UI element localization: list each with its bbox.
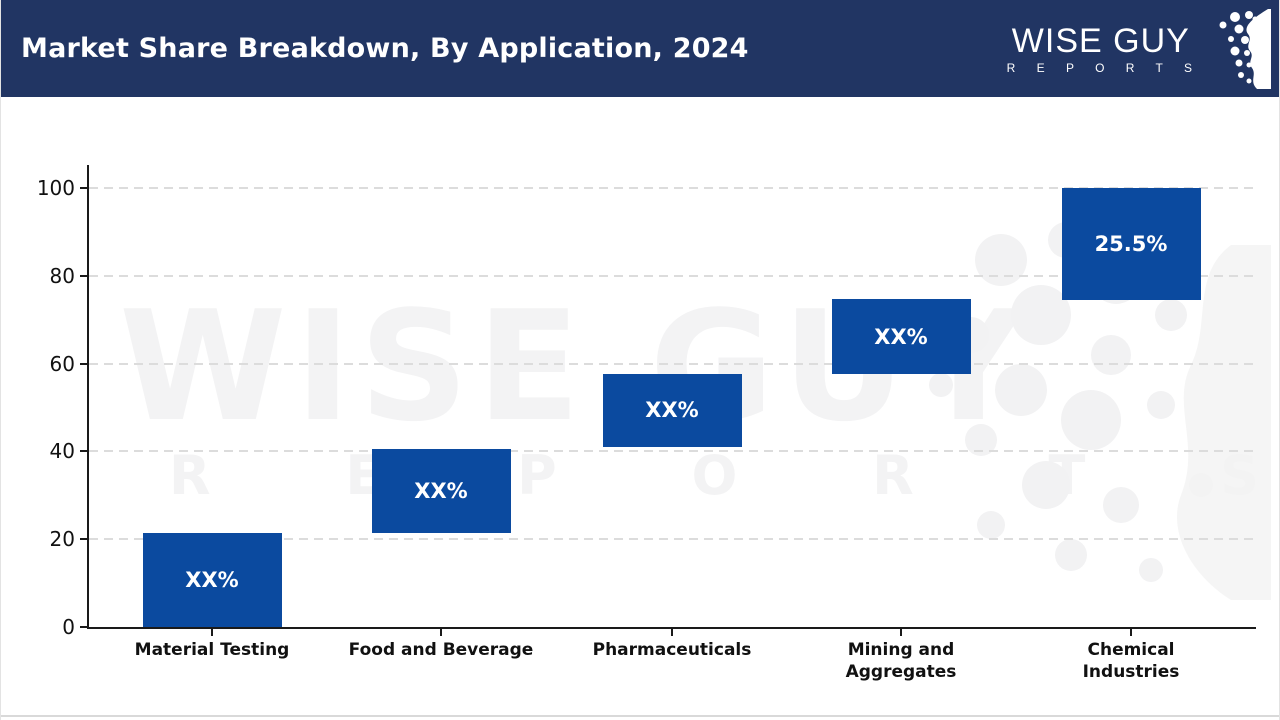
brand-name: WISE GUY [1011,21,1190,60]
gridline-80 [89,274,1256,277]
bar-material-testing: XX% [142,532,282,627]
x-tick-1 [440,627,442,636]
face-profile-icon [1219,9,1271,89]
brand-logo: WISE GUY R E P O R T S [1001,8,1271,90]
gridline-100 [89,187,1256,189]
brand-logo-text: WISE GUY R E P O R T S [1001,23,1201,76]
y-tick-100 [80,187,89,189]
y-tick-label-100: 100 [36,176,75,200]
y-tick-label-80: 80 [49,263,75,288]
header-band: Market Share Breakdown, By Application, … [1,0,1279,97]
bar-value-label: XX% [874,324,928,349]
y-axis-line [87,165,89,629]
x-tick-4 [1130,627,1132,636]
bar-value-label: 25.5% [1094,231,1168,256]
bar-chemical-industries: 25.5% [1061,188,1201,300]
bottom-divider [1,715,1279,717]
bar-value-label: XX% [645,398,699,423]
y-tick-80 [80,274,89,277]
y-tick-label-60: 60 [49,351,75,376]
category-label-4: Chemical Industries [1082,640,1180,682]
x-tick-2 [671,627,673,636]
y-tick-label-0: 0 [62,615,75,639]
category-label-2: Pharmaceuticals [592,640,752,660]
page-title: Market Share Breakdown, By Application, … [21,33,749,64]
watermark-subtitle: R E P O R T S [169,444,1280,507]
y-tick-label-20: 20 [49,527,75,552]
gridline-20 [89,538,1256,541]
bar-food-and-beverage: XX% [371,449,511,534]
category-label-1: Food and Beverage [348,640,534,660]
gridline-40 [89,450,1256,453]
bar-pharmaceuticals: XX% [602,374,742,447]
y-tick-0 [80,626,89,628]
bar-value-label: XX% [185,567,239,592]
bar-mining-and-aggregates: XX% [831,299,971,375]
y-tick-label-40: 40 [49,439,75,464]
x-tick-0 [211,627,213,636]
y-tick-40 [80,450,89,453]
x-tick-3 [900,627,902,636]
category-label-0: Material Testing [134,640,290,660]
gridline-60 [89,362,1256,365]
bar-value-label: XX% [414,479,468,504]
brand-subtitle: R E P O R T S [1006,60,1201,75]
category-label-3: Mining and Aggregates [845,640,957,682]
y-tick-60 [80,362,89,365]
y-tick-20 [80,538,89,541]
